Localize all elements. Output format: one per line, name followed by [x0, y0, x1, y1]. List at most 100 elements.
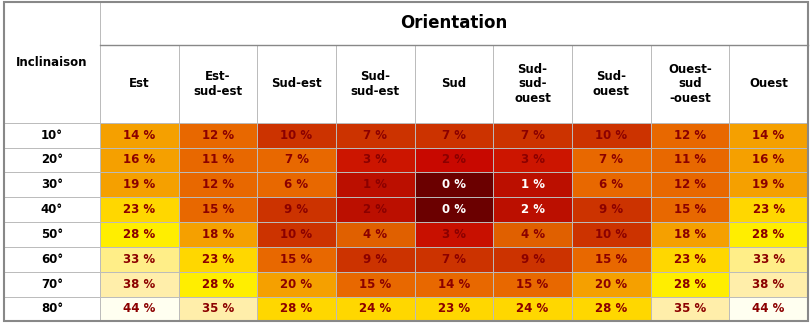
- Text: 28 %: 28 %: [280, 302, 312, 316]
- Text: 18 %: 18 %: [673, 228, 706, 241]
- Text: 28 %: 28 %: [594, 302, 627, 316]
- Text: 70°: 70°: [41, 278, 63, 291]
- Text: 7 %: 7 %: [599, 153, 623, 166]
- Bar: [100, 197, 178, 222]
- Text: 14 %: 14 %: [123, 129, 155, 142]
- Bar: [100, 45, 178, 123]
- Bar: [414, 297, 492, 321]
- Text: 40°: 40°: [41, 203, 63, 216]
- Bar: [492, 123, 571, 148]
- Text: 15 %: 15 %: [280, 253, 312, 266]
- Bar: [257, 148, 336, 172]
- Bar: [178, 172, 257, 197]
- Bar: [336, 172, 414, 197]
- Text: 12 %: 12 %: [673, 178, 705, 191]
- Bar: [650, 172, 728, 197]
- Text: 7 %: 7 %: [520, 129, 544, 142]
- Text: Est: Est: [129, 78, 149, 90]
- Bar: [492, 272, 571, 297]
- Bar: [4, 247, 100, 272]
- Bar: [336, 222, 414, 247]
- Bar: [178, 197, 257, 222]
- Text: 38 %: 38 %: [123, 278, 155, 291]
- Bar: [728, 123, 807, 148]
- Text: 2 %: 2 %: [363, 203, 387, 216]
- Text: 15 %: 15 %: [594, 253, 627, 266]
- Bar: [178, 123, 257, 148]
- Text: 3 %: 3 %: [441, 228, 466, 241]
- Bar: [178, 148, 257, 172]
- Text: 18 %: 18 %: [201, 228, 234, 241]
- Text: 4 %: 4 %: [520, 228, 544, 241]
- Bar: [100, 297, 178, 321]
- Bar: [492, 222, 571, 247]
- Bar: [728, 297, 807, 321]
- Bar: [4, 197, 100, 222]
- Bar: [650, 45, 728, 123]
- Text: 1 %: 1 %: [520, 178, 544, 191]
- Bar: [414, 272, 492, 297]
- Text: 6 %: 6 %: [284, 178, 308, 191]
- Bar: [728, 272, 807, 297]
- Text: Ouest: Ouest: [749, 78, 787, 90]
- Text: 19 %: 19 %: [123, 178, 155, 191]
- Bar: [571, 172, 650, 197]
- Bar: [414, 247, 492, 272]
- Text: 2 %: 2 %: [441, 153, 466, 166]
- Text: Sud-
ouest: Sud- ouest: [592, 70, 629, 98]
- Text: 23 %: 23 %: [673, 253, 705, 266]
- Bar: [414, 197, 492, 222]
- Text: Inclinaison: Inclinaison: [16, 56, 88, 69]
- Text: 14 %: 14 %: [437, 278, 470, 291]
- Text: 44 %: 44 %: [123, 302, 155, 316]
- Bar: [178, 247, 257, 272]
- Text: 15 %: 15 %: [358, 278, 391, 291]
- Bar: [650, 123, 728, 148]
- Bar: [650, 297, 728, 321]
- Text: 10°: 10°: [41, 129, 63, 142]
- Text: 3 %: 3 %: [363, 153, 387, 166]
- Text: Sud-
sud-
ouest: Sud- sud- ouest: [513, 63, 551, 105]
- Bar: [4, 123, 100, 148]
- Bar: [178, 45, 257, 123]
- Bar: [492, 148, 571, 172]
- Bar: [336, 148, 414, 172]
- Bar: [100, 222, 178, 247]
- Bar: [336, 297, 414, 321]
- Bar: [100, 148, 178, 172]
- Text: 7 %: 7 %: [441, 129, 466, 142]
- Text: 15 %: 15 %: [516, 278, 548, 291]
- Bar: [257, 172, 336, 197]
- Text: 28 %: 28 %: [673, 278, 706, 291]
- Bar: [178, 272, 257, 297]
- Text: 30°: 30°: [41, 178, 63, 191]
- Bar: [257, 247, 336, 272]
- Bar: [178, 222, 257, 247]
- Bar: [728, 148, 807, 172]
- Text: 24 %: 24 %: [358, 302, 391, 316]
- Text: 20 %: 20 %: [280, 278, 312, 291]
- Bar: [650, 272, 728, 297]
- Text: 23 %: 23 %: [437, 302, 470, 316]
- Text: 33 %: 33 %: [752, 253, 783, 266]
- Text: 24 %: 24 %: [516, 302, 548, 316]
- Text: 9 %: 9 %: [599, 203, 623, 216]
- Text: 19 %: 19 %: [752, 178, 783, 191]
- Bar: [4, 2, 100, 123]
- Text: 3 %: 3 %: [520, 153, 544, 166]
- Bar: [100, 2, 807, 45]
- Bar: [571, 148, 650, 172]
- Bar: [571, 297, 650, 321]
- Text: 0 %: 0 %: [441, 203, 466, 216]
- Text: 7 %: 7 %: [284, 153, 308, 166]
- Bar: [650, 197, 728, 222]
- Text: Sud-
sud-est: Sud- sud-est: [350, 70, 399, 98]
- Bar: [100, 272, 178, 297]
- Text: 7 %: 7 %: [363, 129, 387, 142]
- Bar: [336, 197, 414, 222]
- Text: 28 %: 28 %: [201, 278, 234, 291]
- Bar: [728, 172, 807, 197]
- Bar: [728, 197, 807, 222]
- Bar: [728, 247, 807, 272]
- Text: 10 %: 10 %: [594, 129, 627, 142]
